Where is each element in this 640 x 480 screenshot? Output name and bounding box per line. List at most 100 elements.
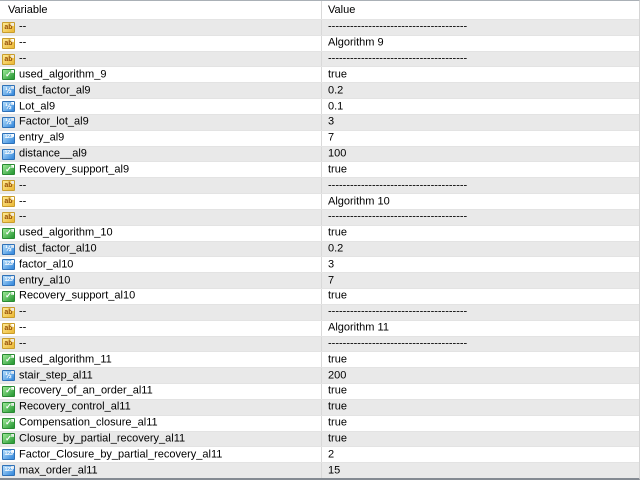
table-row[interactable]: ✓ used_algorithm_9 true bbox=[0, 67, 639, 84]
variable-value[interactable]: 7 bbox=[328, 274, 335, 287]
bool-icon: ✓ bbox=[2, 227, 15, 239]
variable-value[interactable]: Algorithm 9 bbox=[328, 36, 384, 49]
table-row[interactable]: ab -- ----------------------------------… bbox=[0, 209, 639, 226]
variable-value[interactable]: true bbox=[328, 416, 347, 429]
table-row[interactable]: ab -- ----------------------------------… bbox=[0, 51, 639, 68]
double-icon: ½ bbox=[2, 370, 15, 382]
table-row[interactable]: ✓ Compensation_closure_al11 true bbox=[0, 415, 639, 432]
variable-value[interactable]: 7 bbox=[328, 131, 335, 144]
integer-icon: 123 bbox=[2, 148, 15, 160]
table-row[interactable]: ½ Factor_lot_al9 3 bbox=[0, 114, 639, 131]
table-row[interactable]: 123 factor_al10 3 bbox=[0, 257, 639, 274]
table-row[interactable]: ab -- Algorithm 11 bbox=[0, 320, 639, 337]
string-icon: ab bbox=[2, 338, 15, 350]
variable-name: dist_factor_al10 bbox=[19, 242, 97, 255]
variable-name: Recovery_support_al9 bbox=[19, 163, 130, 176]
table-row[interactable]: ✓ used_algorithm_10 true bbox=[0, 225, 639, 242]
variable-value[interactable]: 3 bbox=[328, 258, 335, 271]
variable-name: Factor_lot_al9 bbox=[19, 115, 89, 128]
variable-value[interactable]: 200 bbox=[328, 369, 347, 382]
table-header: Variable Value bbox=[0, 1, 639, 20]
integer-icon: 123 bbox=[2, 449, 15, 461]
variable-value[interactable]: -------------------------------------- bbox=[328, 337, 468, 350]
table-row[interactable]: ✓ Recovery_support_al10 true bbox=[0, 289, 639, 305]
table-row[interactable]: 123 entry_al10 7 bbox=[0, 273, 639, 290]
variable-name: used_algorithm_10 bbox=[19, 226, 113, 239]
table-row[interactable]: ½ dist_factor_al9 0.2 bbox=[0, 83, 639, 100]
variable-name: dist_factor_al9 bbox=[19, 84, 91, 97]
variable-value[interactable]: -------------------------------------- bbox=[328, 20, 468, 33]
integer-icon: 123 bbox=[2, 275, 15, 287]
variable-value[interactable]: true bbox=[328, 68, 347, 81]
table-row[interactable]: ✓ Closure_by_partial_recovery_al11 true bbox=[0, 431, 639, 448]
double-icon: ½ bbox=[2, 116, 15, 128]
table-row[interactable]: 123 entry_al9 7 bbox=[0, 130, 639, 147]
variable-value[interactable]: -------------------------------------- bbox=[328, 305, 468, 318]
variable-name: entry_al9 bbox=[19, 131, 65, 144]
variable-value[interactable]: -------------------------------------- bbox=[328, 179, 468, 192]
table-row[interactable]: ✓ Recovery_support_al9 true bbox=[0, 162, 639, 179]
string-icon: ab bbox=[2, 196, 15, 208]
integer-icon: 123 bbox=[2, 132, 15, 144]
string-icon: ab bbox=[2, 322, 15, 334]
variable-value[interactable]: true bbox=[328, 289, 347, 302]
table-row[interactable]: ½ Lot_al9 0.1 bbox=[0, 99, 639, 115]
bool-icon: ✓ bbox=[2, 354, 15, 366]
table-row[interactable]: ab -- Algorithm 10 bbox=[0, 194, 639, 210]
variable-value[interactable]: 15 bbox=[328, 464, 341, 477]
table-row[interactable]: 123 Factor_Closure_by_partial_recovery_a… bbox=[0, 447, 639, 464]
double-icon: ½ bbox=[2, 243, 15, 255]
string-icon: ab bbox=[2, 37, 15, 49]
variable-name: entry_al10 bbox=[19, 274, 71, 287]
column-header-value[interactable]: Value bbox=[328, 4, 356, 16]
variable-name: used_algorithm_9 bbox=[19, 68, 107, 81]
variable-name: Closure_by_partial_recovery_al11 bbox=[19, 432, 186, 445]
table-row[interactable]: ½ stair_step_al11 200 bbox=[0, 368, 639, 385]
variable-name: Lot_al9 bbox=[19, 100, 56, 113]
double-icon: ½ bbox=[2, 85, 15, 97]
variable-value[interactable]: 2 bbox=[328, 448, 335, 461]
variable-name: Recovery_control_al11 bbox=[19, 400, 131, 413]
variable-value[interactable]: true bbox=[328, 432, 347, 445]
variable-value[interactable]: 0.2 bbox=[328, 84, 344, 97]
table-row[interactable]: 123 distance__al9 100 bbox=[0, 146, 639, 163]
table-row[interactable]: ab -- ----------------------------------… bbox=[0, 304, 639, 321]
double-icon: ½ bbox=[2, 101, 15, 113]
table-row[interactable]: ab -- ----------------------------------… bbox=[0, 336, 639, 353]
variable-name: -- bbox=[19, 337, 27, 350]
variable-name: distance__al9 bbox=[19, 147, 87, 160]
table-row[interactable]: ½ dist_factor_al10 0.2 bbox=[0, 241, 639, 258]
column-header-variable[interactable]: Variable bbox=[0, 1, 322, 19]
variable-name: factor_al10 bbox=[19, 258, 74, 271]
table-row[interactable]: ✓ Recovery_control_al11 true bbox=[0, 399, 639, 416]
table-row[interactable]: ✓ recovery_of_an_order_al11 true bbox=[0, 384, 639, 400]
table-row[interactable]: ✓ used_algorithm_11 true bbox=[0, 352, 639, 369]
bool-icon: ✓ bbox=[2, 385, 15, 397]
variable-value[interactable]: true bbox=[328, 353, 347, 366]
table-row[interactable]: ab -- ----------------------------------… bbox=[0, 20, 639, 36]
variable-name: -- bbox=[19, 52, 27, 65]
variable-value[interactable]: true bbox=[328, 226, 347, 239]
variable-value[interactable]: 0.1 bbox=[328, 100, 344, 113]
variable-value[interactable]: 3 bbox=[328, 115, 335, 128]
variable-name: -- bbox=[19, 305, 27, 318]
variable-name: used_algorithm_11 bbox=[19, 353, 112, 366]
variable-value[interactable]: Algorithm 10 bbox=[328, 195, 390, 208]
variable-value[interactable]: Algorithm 11 bbox=[328, 321, 389, 334]
variable-value[interactable]: 100 bbox=[328, 147, 347, 160]
bool-icon: ✓ bbox=[2, 417, 15, 429]
variable-value[interactable]: -------------------------------------- bbox=[328, 52, 468, 65]
string-icon: ab bbox=[2, 211, 15, 223]
table-row[interactable]: ab -- Algorithm 9 bbox=[0, 35, 639, 52]
variable-value[interactable]: 0.2 bbox=[328, 242, 344, 255]
variable-name: -- bbox=[19, 321, 27, 334]
variable-value[interactable]: -------------------------------------- bbox=[328, 210, 468, 223]
variable-name: max_order_al11 bbox=[19, 464, 98, 477]
variable-value[interactable]: true bbox=[328, 384, 347, 397]
table-row[interactable]: 123 max_order_al11 15 bbox=[0, 463, 639, 479]
variable-value[interactable]: true bbox=[328, 163, 347, 176]
string-icon: ab bbox=[2, 180, 15, 192]
variable-name: recovery_of_an_order_al11 bbox=[19, 384, 153, 397]
variable-value[interactable]: true bbox=[328, 400, 347, 413]
table-row[interactable]: ab -- ----------------------------------… bbox=[0, 178, 639, 195]
